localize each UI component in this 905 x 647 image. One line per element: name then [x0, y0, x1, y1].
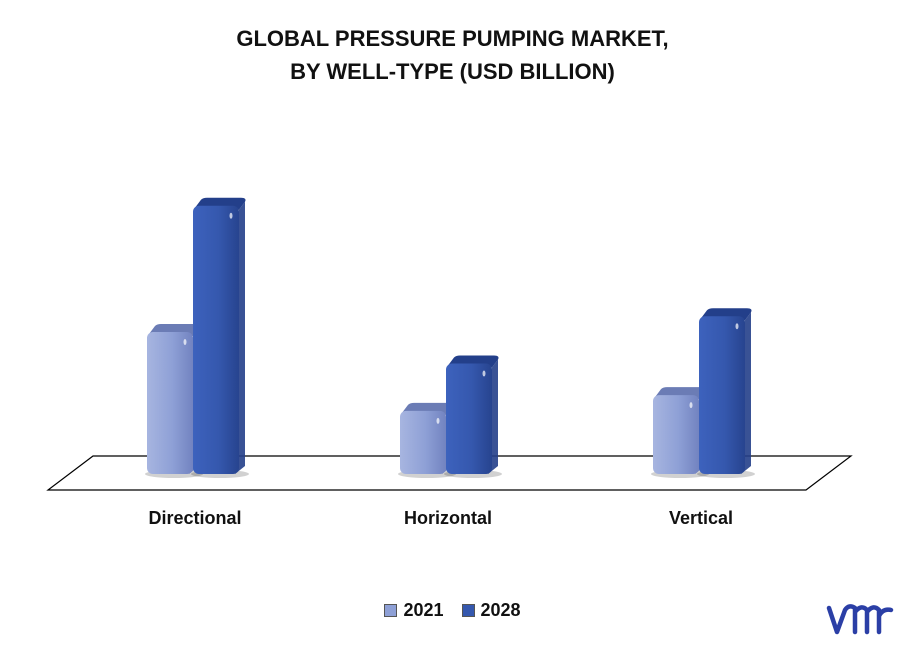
bar-front-face — [653, 395, 699, 474]
legend-item-2021: 2021 — [384, 600, 444, 621]
bar-horizontal-2028 — [444, 355, 502, 478]
chart-title: GLOBAL PRESSURE PUMPING MARKET, BY WELL-… — [0, 22, 905, 88]
legend-label-2021: 2021 — [403, 600, 444, 620]
legend-label-2028: 2028 — [480, 600, 521, 620]
bar-front-face — [446, 363, 492, 474]
chart-title-line1: GLOBAL PRESSURE PUMPING MARKET, — [236, 26, 669, 51]
bar-highlight — [482, 370, 486, 377]
bars-group — [145, 197, 755, 478]
legend-swatch-2021 — [384, 604, 398, 617]
bar-vertical-2028 — [697, 308, 755, 478]
bar-highlight — [183, 339, 187, 345]
bar-front-face — [147, 332, 193, 474]
x-tick-label-directional: Directional — [148, 508, 241, 528]
x-axis-labels: Directional Horizontal Vertical — [148, 508, 733, 528]
legend-item-2028: 2028 — [461, 600, 521, 621]
x-tick-label-horizontal: Horizontal — [404, 508, 492, 528]
chart-title-line2: BY WELL-TYPE (USD BILLION) — [290, 59, 615, 84]
x-tick-label-vertical: Vertical — [669, 508, 733, 528]
bar-highlight — [689, 402, 693, 409]
vmr-logo-icon — [826, 604, 894, 635]
bar-front-face — [193, 205, 239, 474]
bar-front-face — [699, 316, 745, 474]
bar-highlight — [229, 212, 233, 219]
legend-swatch-2028 — [461, 604, 475, 617]
bar-highlight — [735, 323, 739, 330]
bar-horizontal-2021 — [398, 402, 456, 478]
vmr-logo: vmr — [825, 598, 897, 643]
bar-highlight — [436, 417, 440, 424]
bar-directional-2028 — [191, 197, 249, 478]
legend: 2021 2028 — [0, 600, 905, 621]
bar-front-face — [400, 410, 446, 474]
